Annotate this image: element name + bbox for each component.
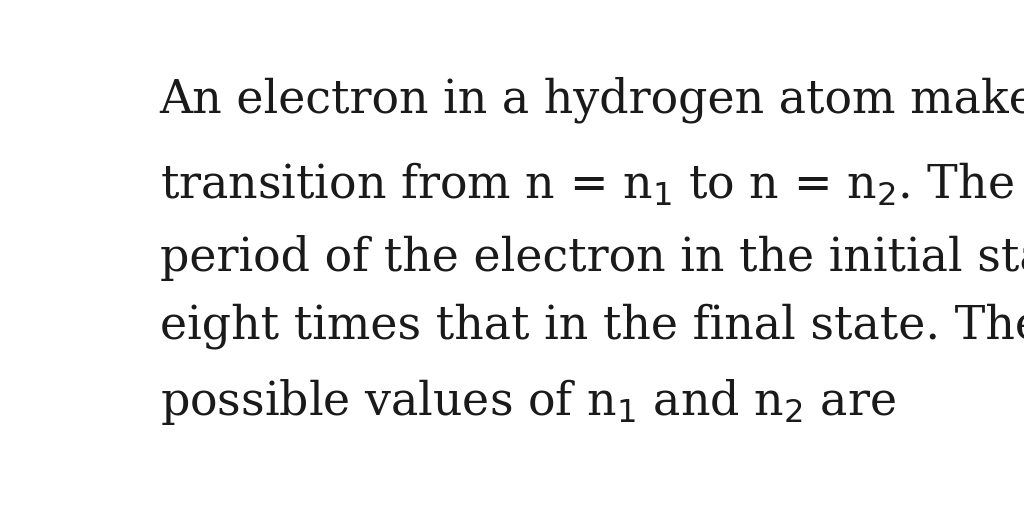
Text: period of the electron in the initial state is: period of the electron in the initial st… (160, 235, 1024, 281)
Text: possible values of n$_{1}$ and n$_{2}$ are: possible values of n$_{1}$ and n$_{2}$ a… (160, 376, 896, 426)
Text: transition from n = n$_{1}$ to n = n$_{2}$. The time: transition from n = n$_{1}$ to n = n$_{2… (160, 161, 1024, 208)
Text: An electron in a hydrogen atom makes a: An electron in a hydrogen atom makes a (160, 76, 1024, 123)
Text: eight times that in the final state. The: eight times that in the final state. The (160, 302, 1024, 348)
